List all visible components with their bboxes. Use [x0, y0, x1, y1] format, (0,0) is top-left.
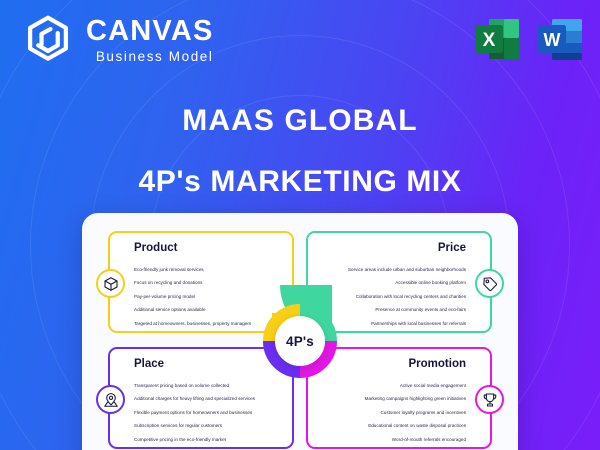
- box-icon-badge[interactable]: [96, 269, 125, 298]
- center-label: 4P's: [285, 333, 315, 349]
- price-tag-icon-badge[interactable]: [475, 269, 504, 298]
- list-item: Presence at community events and eco-fai…: [375, 307, 466, 313]
- list-item: Customer loyalty programs and incentives: [380, 409, 466, 415]
- brand-title: CANVAS: [86, 14, 214, 47]
- quadrant-title-place: Place: [134, 358, 165, 370]
- box-icon: [103, 276, 118, 291]
- excel-icon[interactable]: X: [471, 13, 523, 65]
- list-item: Marketing campaigns highlighting green i…: [364, 396, 466, 402]
- quadrant-grid: Product Eco-friendly junk removal servic…: [96, 231, 504, 450]
- list-item: Competitive pricing in the eco-friendly …: [134, 436, 226, 442]
- price-tag-icon: [482, 276, 497, 291]
- brand-subtitle: Business Model: [95, 48, 214, 64]
- list-item: Flexible payment options for homeowners …: [134, 409, 253, 415]
- list-item: Pay-per-volume pricing model: [134, 293, 196, 299]
- list-item: Transparent pricing based on volume coll…: [134, 383, 230, 388]
- svg-text:X: X: [483, 30, 496, 51]
- list-item: Active social media engagement: [399, 383, 466, 388]
- word-icon[interactable]: W: [534, 13, 586, 65]
- svg-text:W: W: [544, 30, 561, 50]
- list-item: Eco-friendly junk removal services: [134, 267, 204, 272]
- list-item: Focus on recycling and donations: [134, 280, 203, 286]
- quadrant-product[interactable]: Product Eco-friendly junk removal servic…: [96, 231, 294, 333]
- hub-ring: [263, 304, 337, 378]
- quadrant-list-place: Transparent pricing based on volume coll…: [134, 379, 286, 446]
- quadrant-promotion[interactable]: Promotion Active social media engagement…: [306, 347, 504, 449]
- brand-logo: CANVAS Business Model: [22, 12, 214, 68]
- list-item: Subscription services for regular custom…: [134, 423, 223, 429]
- office-icons: X W: [471, 13, 586, 65]
- quadrant-place[interactable]: Place Transparent pricing based on volum…: [96, 347, 294, 449]
- quadrant-title-price: Price: [437, 242, 466, 254]
- trophy-icon-badge[interactable]: [475, 385, 504, 414]
- list-item: Collaboration with local recycling cente…: [355, 293, 466, 299]
- list-item: Partnerships with local businesses for r…: [371, 320, 466, 326]
- map-pin-icon: [103, 392, 118, 407]
- quadrant-list-product: Eco-friendly junk removal services Focus…: [134, 263, 286, 330]
- center-hub: 4P's: [262, 303, 338, 379]
- company-title: MAAS GLOBAL: [182, 104, 418, 137]
- list-item: Word-of-mouth referrals encouraged: [391, 436, 466, 442]
- hexagon-spiral-logo-icon: [22, 12, 74, 68]
- list-item: Accessible online booking platform: [395, 280, 466, 286]
- map-pin-icon-badge[interactable]: [96, 385, 125, 414]
- quadrant-list-promotion: Active social media engagement Marketing…: [314, 379, 466, 446]
- quadrant-title-product: Product: [134, 242, 178, 254]
- trophy-icon: [483, 392, 496, 407]
- list-item: Educational content on waste disposal pr…: [368, 423, 466, 429]
- hub-core: 4P's: [275, 316, 325, 366]
- list-item: Service areas include urban and suburban…: [348, 267, 466, 272]
- quadrant-list-price: Service areas include urban and suburban…: [314, 263, 466, 330]
- list-item: Additional service options available: [134, 307, 206, 313]
- quadrant-price[interactable]: Price Service areas include urban and su…: [306, 231, 504, 333]
- list-item: Additional charges for heavy lifting and…: [134, 396, 256, 402]
- framework-title: 4P's MARKETING MIX: [138, 165, 462, 198]
- matrix-card: Product Eco-friendly junk removal servic…: [82, 213, 518, 450]
- quadrant-title-promotion: Promotion: [408, 358, 467, 370]
- list-item: Targeted at homeowners, businesses, prop…: [134, 320, 252, 326]
